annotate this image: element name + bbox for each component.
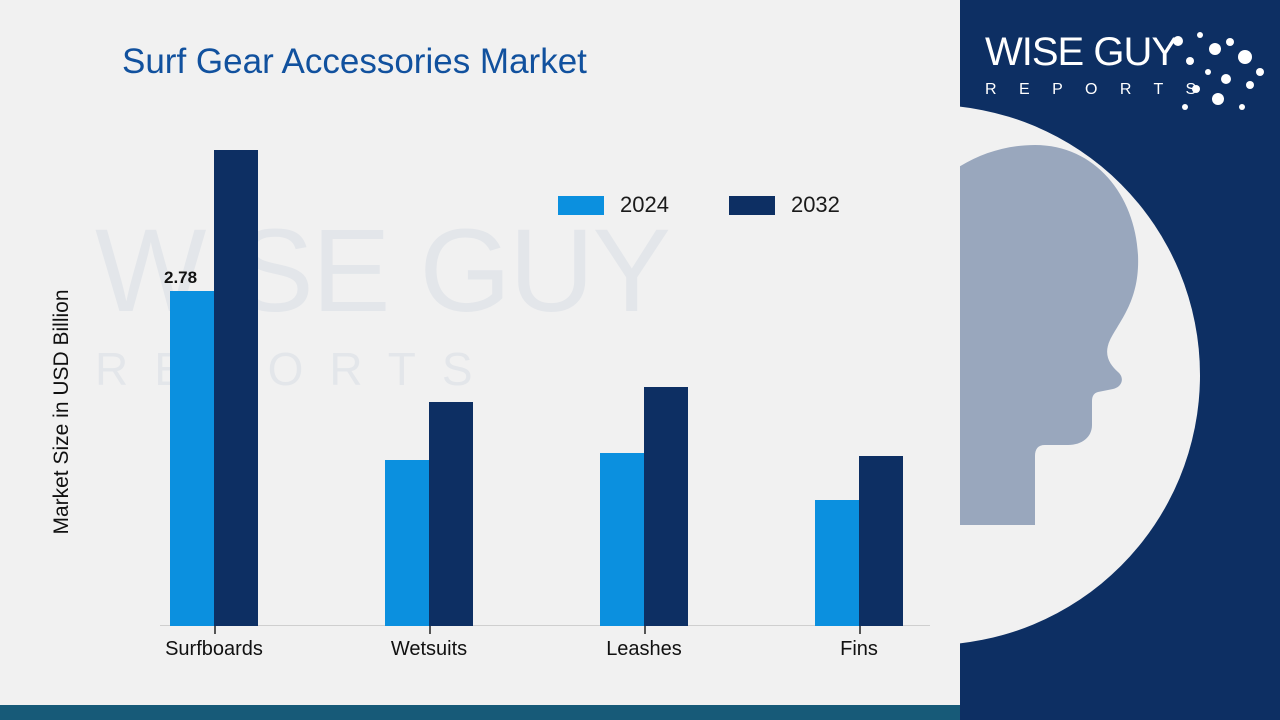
legend-swatch-2024 bbox=[558, 195, 604, 215]
bar-group-3: Fins bbox=[815, 120, 903, 660]
x-label-surfboards: Surfboards bbox=[165, 638, 263, 660]
logo-sub-text: R E P O R T S bbox=[985, 81, 1206, 98]
x-label-fins: Fins bbox=[840, 638, 878, 660]
legend-item-2032[interactable]: 2032 bbox=[728, 192, 840, 218]
wiseguy-logo: WISE GUY R E P O R T S bbox=[985, 30, 1264, 122]
molecule-dots-decoration bbox=[960, 145, 985, 565]
bar-2024-3[interactable] bbox=[815, 499, 859, 626]
bottom-accent-bar bbox=[0, 705, 1180, 720]
bar-group-0: 2.78 Surfboards bbox=[164, 120, 263, 660]
chart-legend: 2024 2032 bbox=[558, 192, 840, 218]
plot-area: 2.78 Surfboards Wetsuits Leashes bbox=[100, 120, 930, 660]
legend-item-2024[interactable]: 2024 bbox=[558, 192, 669, 218]
x-tick-2 bbox=[644, 626, 646, 634]
head-silhouette-icon bbox=[960, 145, 1139, 525]
x-axis-baseline bbox=[160, 625, 930, 626]
bar-2032-2[interactable] bbox=[644, 387, 688, 626]
bar-2032-3[interactable] bbox=[859, 456, 903, 626]
chart-title: Surf Gear Accessories Market bbox=[122, 42, 587, 81]
bar-group-2: Leashes bbox=[600, 120, 688, 660]
bar-2024-1[interactable] bbox=[385, 459, 429, 626]
x-tick-1 bbox=[429, 626, 431, 634]
y-axis-label: Market Size in USD Billion bbox=[50, 289, 73, 535]
legend-swatch-2032 bbox=[728, 195, 775, 215]
x-label-wetsuits: Wetsuits bbox=[390, 638, 468, 660]
bar-2024-2[interactable] bbox=[600, 452, 644, 626]
bar-group-1: Wetsuits bbox=[385, 120, 473, 660]
logo-dots-icon bbox=[1173, 32, 1264, 110]
x-label-leashes: Leashes bbox=[606, 638, 682, 660]
bar-value-label-0: 2.78 bbox=[164, 268, 198, 288]
logo-main-text: WISE GUY bbox=[985, 30, 1178, 74]
bar-2032-0[interactable] bbox=[214, 150, 258, 626]
legend-label-2024: 2024 bbox=[620, 192, 669, 217]
bar-2024-0[interactable]: 2.78 bbox=[164, 268, 214, 626]
legend-label-2032: 2032 bbox=[790, 192, 840, 217]
bar-2032-1[interactable] bbox=[429, 401, 473, 626]
x-tick-0 bbox=[214, 626, 216, 634]
brand-panel: WISE GUY R E P O R T S bbox=[960, 0, 1280, 720]
x-tick-3 bbox=[859, 626, 861, 634]
